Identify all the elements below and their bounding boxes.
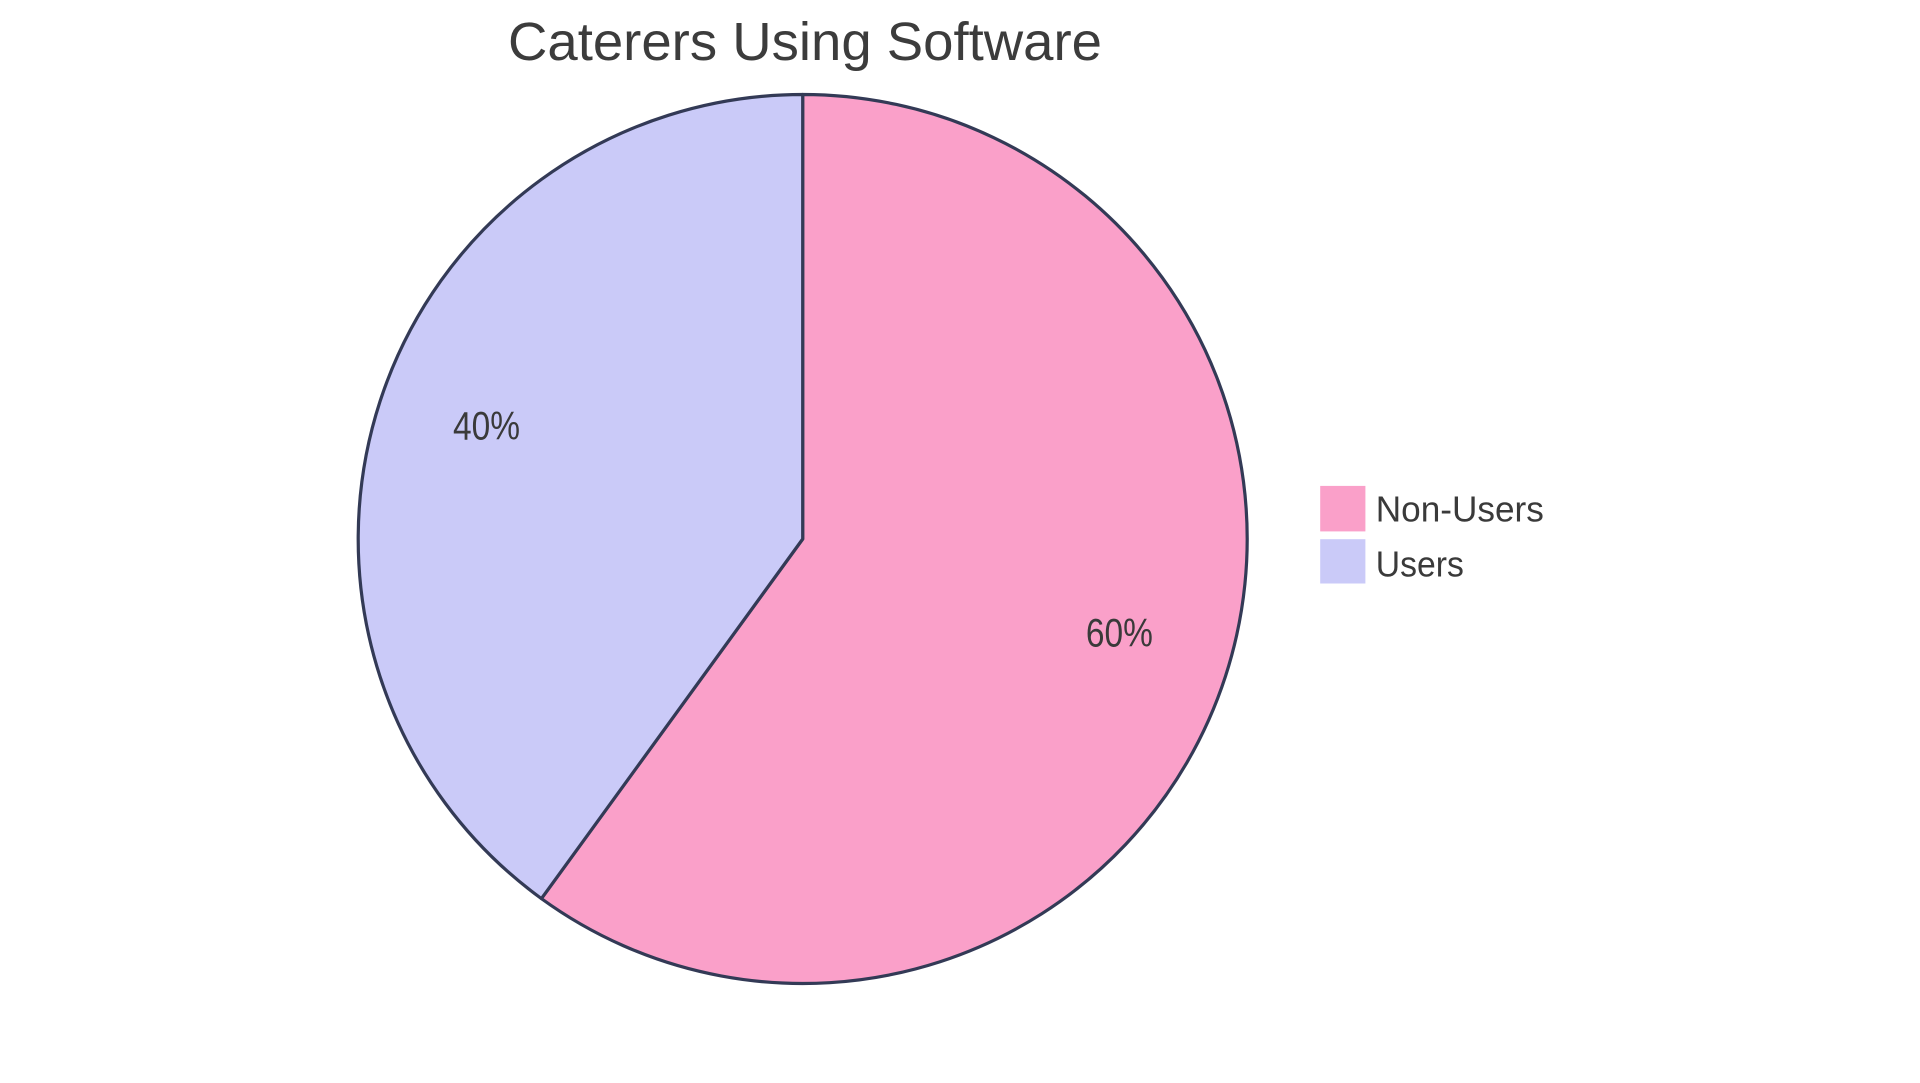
svg-text:60%: 60%	[1086, 612, 1153, 656]
svg-text:Non-Users: Non-Users	[1376, 489, 1544, 530]
svg-text:40%: 40%	[453, 405, 520, 449]
svg-text:Caterers Using Software: Caterers Using Software	[508, 12, 1102, 72]
svg-text:Users: Users	[1376, 543, 1464, 584]
